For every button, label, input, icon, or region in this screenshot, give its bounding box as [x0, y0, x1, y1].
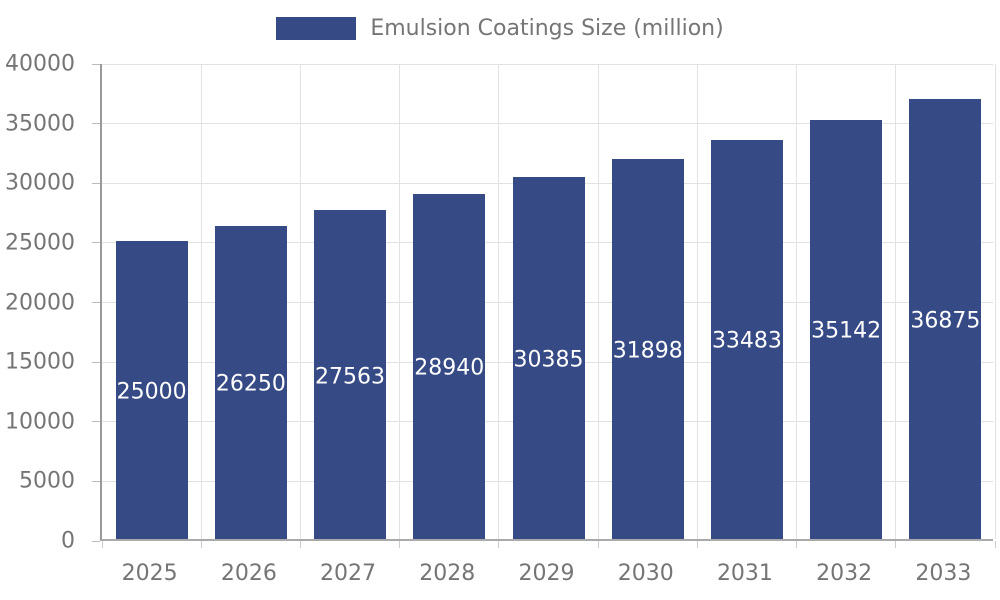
legend[interactable]: Emulsion Coatings Size (million) [0, 16, 1000, 41]
x-axis-tick [101, 541, 103, 548]
bar-2027[interactable] [314, 210, 387, 539]
bar-2029[interactable] [512, 176, 585, 539]
x-axis-label: 2029 [518, 561, 575, 586]
x-axis-tick [696, 541, 698, 548]
x-axis-label: 2031 [716, 561, 773, 586]
y-axis-label: 5000 [19, 468, 75, 494]
x-axis-tick [994, 541, 996, 548]
gridline-h [102, 123, 993, 125]
y-axis-tick [92, 63, 100, 65]
y-axis-label: 25000 [5, 230, 75, 256]
gridline-v [597, 64, 599, 539]
x-axis-label: 2025 [121, 561, 178, 586]
bar-2025[interactable] [115, 240, 188, 539]
y-axis-tick [92, 182, 100, 184]
x-axis-label: 2033 [915, 561, 972, 586]
y-axis-tick [92, 540, 100, 542]
gridline-v [895, 64, 897, 539]
y-axis-label: 35000 [5, 111, 75, 137]
gridline-v [299, 64, 301, 539]
y-axis-tick [92, 421, 100, 423]
bar-2030[interactable] [611, 158, 684, 539]
x-axis-tick [200, 541, 202, 548]
y-axis-label: 0 [61, 528, 75, 554]
y-axis-tick [92, 242, 100, 244]
y-axis-label: 40000 [5, 51, 75, 77]
y-axis-tick [92, 123, 100, 125]
plot-area: 25000 26250 27563 28940 30385 31898 33483 35142… [92, 63, 996, 548]
gridline-v [696, 64, 698, 539]
x-axis-label: 2032 [816, 561, 873, 586]
y-axis-label: 30000 [5, 170, 75, 196]
x-axis-tick [299, 541, 301, 548]
y-axis-label: 10000 [5, 409, 75, 435]
x-axis-label: 2030 [617, 561, 674, 586]
x-axis-tick [895, 541, 897, 548]
legend-label: Emulsion Coatings Size (million) [370, 16, 724, 41]
x-axis-tick [498, 541, 500, 548]
x-axis-label: 2027 [320, 561, 377, 586]
bar-2026[interactable] [214, 225, 287, 539]
gridline-v [994, 64, 996, 539]
bar-2031[interactable] [710, 139, 783, 539]
x-axis-label: 2026 [220, 561, 277, 586]
gridline-v [498, 64, 500, 539]
bar-2032[interactable] [810, 119, 883, 539]
y-axis-label: 20000 [5, 290, 75, 315]
y-axis-label: 15000 [5, 349, 75, 375]
x-axis-tick [399, 541, 401, 548]
bar-2033[interactable] [909, 99, 982, 539]
x-axis-tick [597, 541, 599, 548]
legend-swatch [276, 17, 357, 40]
y-axis-tick [92, 302, 100, 303]
gridline-v [399, 64, 401, 539]
y-axis: 0 5000 10000 15000 20000 25000 30000 35000 40000 [0, 0, 90, 600]
x-axis-tick [796, 541, 798, 548]
gridline-v [796, 64, 798, 539]
x-axis-label: 2028 [419, 561, 476, 586]
y-axis-tick [92, 480, 100, 482]
gridline-v [200, 64, 202, 539]
gridline-h [102, 63, 993, 65]
bar-2028[interactable] [413, 193, 486, 539]
y-axis-tick [92, 361, 100, 363]
